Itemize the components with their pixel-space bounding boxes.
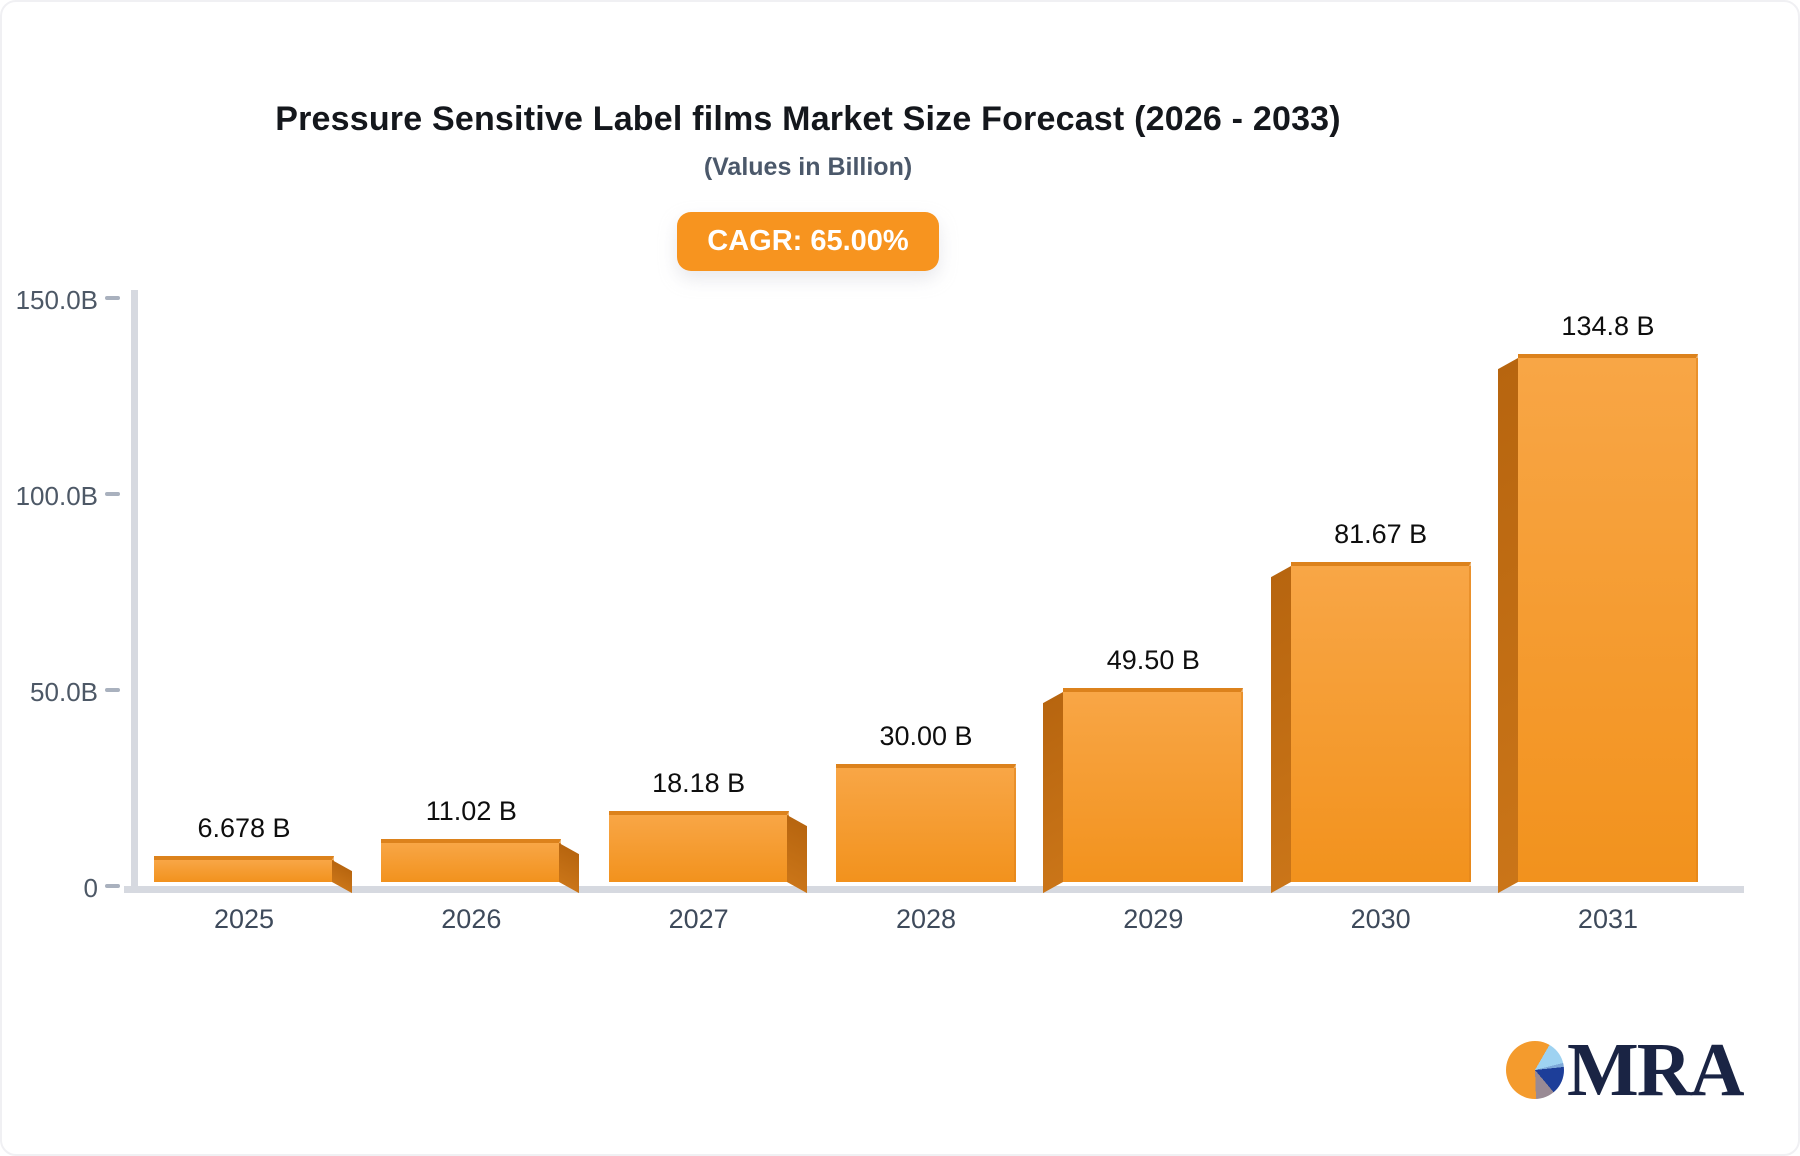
page-subtitle: (Values in Billion) xyxy=(703,153,913,181)
bar-side-bevel xyxy=(1270,565,1291,894)
bar-side-bevel xyxy=(786,814,807,894)
y-axis-tick-label: 150.0B xyxy=(15,285,98,315)
x-axis-label-2027: 2027 xyxy=(668,904,729,934)
bar-value-label: 134.8 B xyxy=(1561,310,1655,341)
y-axis-tick-mark xyxy=(105,688,120,692)
x-axis-label-2026: 2026 xyxy=(441,904,502,934)
bar-value-label: 6.678 B xyxy=(197,812,291,843)
bar-2031 xyxy=(1497,353,1698,894)
y-axis-tick-label: 0 xyxy=(83,873,98,903)
bar-side-bevel xyxy=(1043,691,1064,894)
mra-logo-text: MRA xyxy=(1567,1028,1745,1112)
bar-2026 xyxy=(381,838,580,894)
bar-value-label: 18.18 B xyxy=(652,767,746,798)
bar-2029 xyxy=(1043,687,1244,894)
x-axis-label-2025: 2025 xyxy=(213,904,275,934)
bar-2028 xyxy=(835,764,1016,882)
bar-value-label: 49.50 B xyxy=(1106,644,1200,675)
bar-value-label: 81.67 B xyxy=(1334,518,1428,549)
y-axis-tick-label: 50.0B xyxy=(30,677,98,707)
x-axis-label-2029: 2029 xyxy=(1123,904,1184,934)
page-title: Pressure Sensitive Label films Market Si… xyxy=(275,100,1341,138)
x-axis-label-2030: 2030 xyxy=(1350,904,1411,934)
mra-logo: MRA xyxy=(1506,1028,1745,1112)
y-axis-tick-mark xyxy=(105,296,120,300)
bar-2025 xyxy=(154,855,352,894)
bar-value-label: 30.00 B xyxy=(879,721,973,752)
x-axis-line xyxy=(124,886,1744,893)
bar-2030 xyxy=(1270,561,1471,894)
y-axis-tick-mark xyxy=(105,492,120,496)
cagr-badge: CAGR: 65.00% xyxy=(677,212,939,271)
x-axis-label-2031: 2031 xyxy=(1577,904,1638,934)
y-axis-tick-label: 100.0B xyxy=(15,481,98,511)
x-axis-label-2028: 2028 xyxy=(895,904,957,934)
y-axis-tick-mark xyxy=(105,884,120,888)
chart-header: Pressure Sensitive Label films Market Si… xyxy=(2,2,1614,271)
y-axis-line xyxy=(131,290,138,893)
bar-value-label: 11.02 B xyxy=(425,795,517,826)
bar-2027 xyxy=(608,810,807,894)
mra-logo-pie-icon xyxy=(1506,1041,1564,1099)
bar-side-bevel xyxy=(1497,357,1518,894)
